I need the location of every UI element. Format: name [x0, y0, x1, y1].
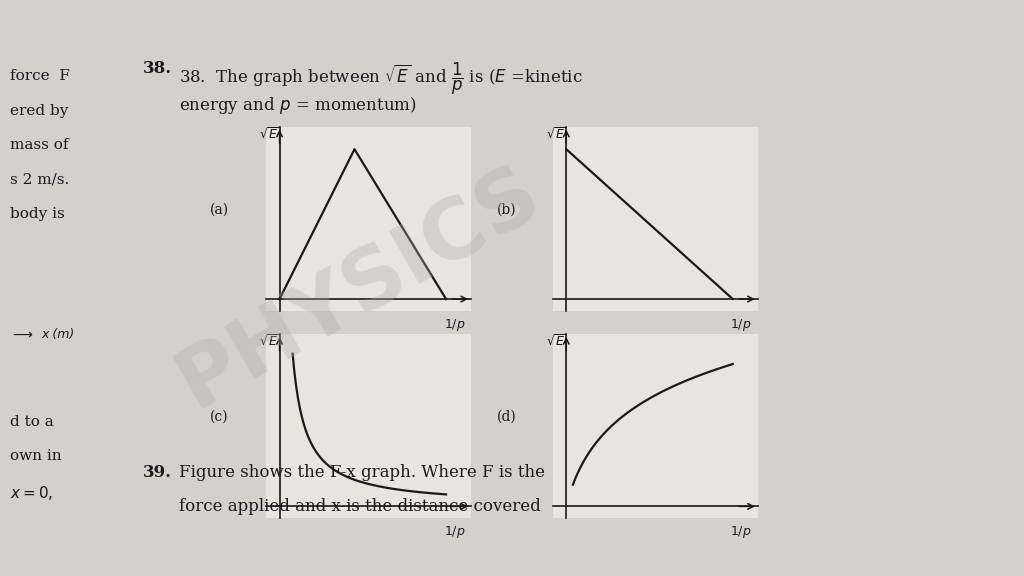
Text: own in: own in [10, 449, 61, 463]
Text: $1/p$: $1/p$ [443, 317, 465, 333]
Text: x (m): x (m) [41, 328, 74, 340]
Text: d to a: d to a [10, 415, 54, 429]
Text: $1/p$: $1/p$ [730, 317, 752, 333]
Text: 38.: 38. [143, 60, 172, 78]
Text: (b): (b) [497, 203, 516, 217]
Text: (a): (a) [210, 203, 229, 217]
Text: (d): (d) [497, 410, 516, 424]
Text: mass of: mass of [10, 138, 69, 152]
Text: body is: body is [10, 207, 65, 221]
Text: $1/p$: $1/p$ [730, 524, 752, 540]
Text: (c): (c) [210, 410, 228, 424]
Text: $x = 0,$: $x = 0,$ [10, 484, 53, 502]
Text: force applied and x is the distance covered: force applied and x is the distance cove… [179, 498, 541, 516]
Text: $\sqrt{E}$: $\sqrt{E}$ [546, 127, 567, 142]
Text: ered by: ered by [10, 104, 69, 118]
Text: s 2 m/s.: s 2 m/s. [10, 173, 70, 187]
Text: $\longrightarrow$: $\longrightarrow$ [10, 327, 34, 341]
Text: PHYSICS: PHYSICS [163, 151, 554, 425]
Text: 39.: 39. [143, 464, 172, 481]
Text: 38.  The graph between $\sqrt{E}$ and $\dfrac{1}{p}$ is ($E$ =kinetic: 38. The graph between $\sqrt{E}$ and $\d… [179, 60, 583, 97]
Text: $\sqrt{E}$: $\sqrt{E}$ [259, 127, 281, 142]
Text: $\sqrt{E}$: $\sqrt{E}$ [259, 334, 281, 349]
Text: force  F: force F [10, 69, 70, 83]
Text: energy and $p$ = momentum): energy and $p$ = momentum) [179, 95, 417, 116]
Text: $1/p$: $1/p$ [443, 524, 465, 540]
Text: $\sqrt{E}$: $\sqrt{E}$ [546, 334, 567, 349]
Text: Figure shows the F-x graph. Where F is the: Figure shows the F-x graph. Where F is t… [179, 464, 545, 481]
